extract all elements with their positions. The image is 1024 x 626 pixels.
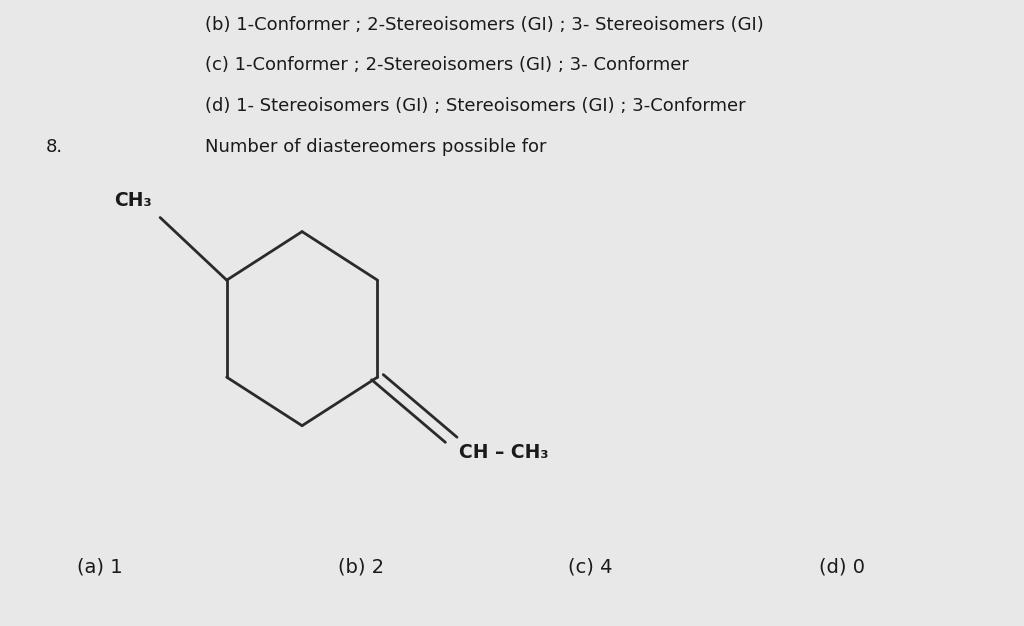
Text: CH – CH₃: CH – CH₃ [460,443,549,462]
Text: (b) 2: (b) 2 [338,557,384,576]
Text: Number of diastereomers possible for: Number of diastereomers possible for [205,138,546,156]
Text: (c) 1-Conformer ; 2-Stereoisomers (GI) ; 3- Conformer: (c) 1-Conformer ; 2-Stereoisomers (GI) ;… [205,56,689,74]
Text: (d) 1- Stereoisomers (GI) ; Stereoisomers (GI) ; 3-Conformer: (d) 1- Stereoisomers (GI) ; Stereoisomer… [205,97,745,115]
Text: (c) 4: (c) 4 [568,557,612,576]
Text: 8.: 8. [46,138,63,156]
Text: CH₃: CH₃ [115,191,152,210]
Text: (a) 1: (a) 1 [77,557,123,576]
Text: (b) 1-Conformer ; 2-Stereoisomers (GI) ; 3- Stereoisomers (GI): (b) 1-Conformer ; 2-Stereoisomers (GI) ;… [205,16,764,34]
Text: (d) 0: (d) 0 [819,557,865,576]
